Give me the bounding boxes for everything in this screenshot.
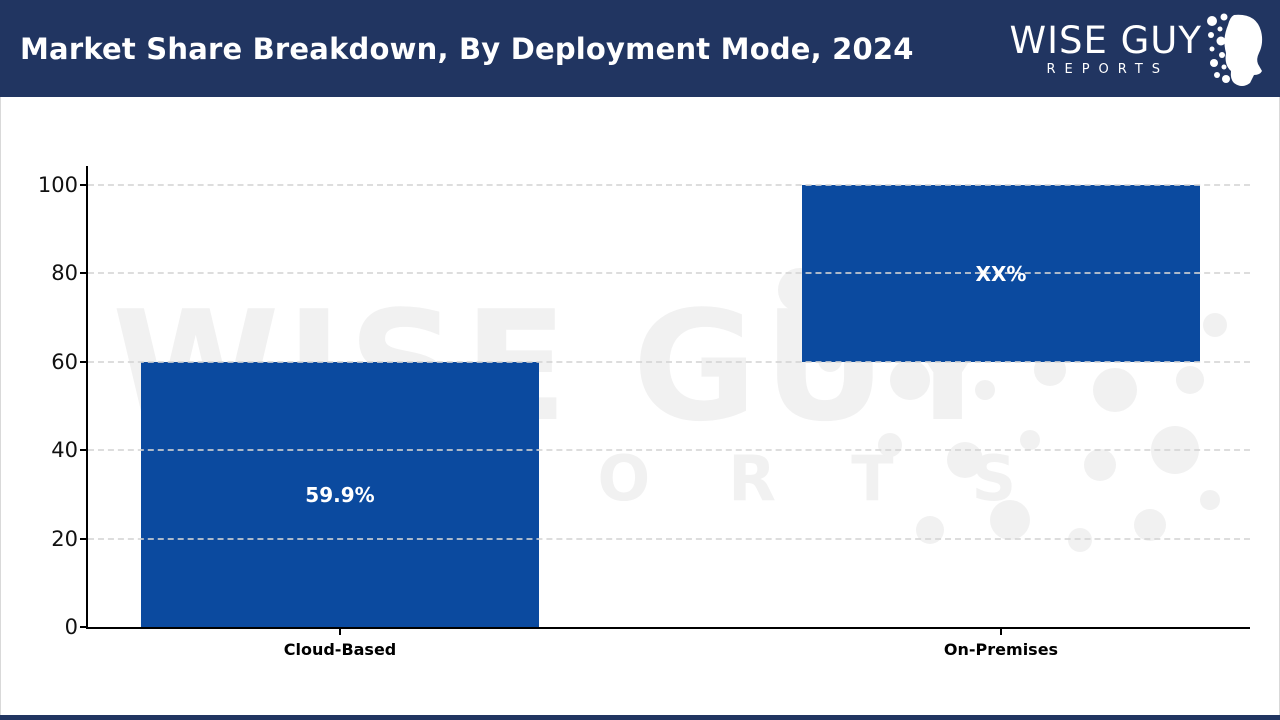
y-axis-tick-label: 0	[64, 615, 78, 639]
gridline-80	[88, 272, 1250, 275]
y-axis-tick-mark	[80, 449, 88, 452]
y-axis-line	[86, 166, 88, 629]
gridline-100	[88, 184, 1250, 186]
gridline-40	[88, 449, 1250, 452]
footer-bar	[0, 715, 1280, 720]
y-axis-tick-label: 80	[51, 261, 78, 286]
y-axis-tick-label: 60	[51, 349, 78, 374]
wiseguy-logo: WISE GUY REPORTS	[1010, 9, 1266, 89]
x-axis-category-label: Cloud-Based	[283, 640, 397, 659]
bar-value-label: XX%	[975, 261, 1027, 286]
logo-subtext: REPORTS	[1046, 61, 1170, 77]
y-axis-tick-mark	[80, 537, 88, 540]
x-axis-line	[86, 627, 1250, 629]
logo-face-icon	[1207, 13, 1263, 86]
logo-wordmark: WISE GUY	[1009, 18, 1202, 62]
y-axis-tick-label: 40	[51, 438, 78, 463]
page-title: Market Share Breakdown, By Deployment Mo…	[20, 31, 914, 66]
y-axis-tick-mark	[80, 272, 88, 275]
logo-text: WISE GUY REPORTS	[1010, 22, 1202, 76]
header: Market Share Breakdown, By Deployment Mo…	[0, 0, 1280, 97]
y-axis-tick-label: 20	[51, 526, 78, 551]
x-axis-category-label: On-Premises	[943, 640, 1059, 659]
y-axis-tick-mark	[80, 626, 88, 628]
bar-value-label: 59.9%	[305, 482, 375, 507]
x-axis-tick-mark	[1000, 627, 1002, 635]
x-axis-tick-mark	[339, 627, 341, 635]
gridline-20	[88, 537, 1250, 540]
y-axis-tick-label: 100	[37, 173, 78, 197]
bar-cloud-based[interactable]	[141, 362, 539, 627]
y-axis-tick-mark	[80, 184, 88, 186]
y-axis-tick-mark	[80, 360, 88, 363]
gridline-60	[88, 360, 1250, 363]
